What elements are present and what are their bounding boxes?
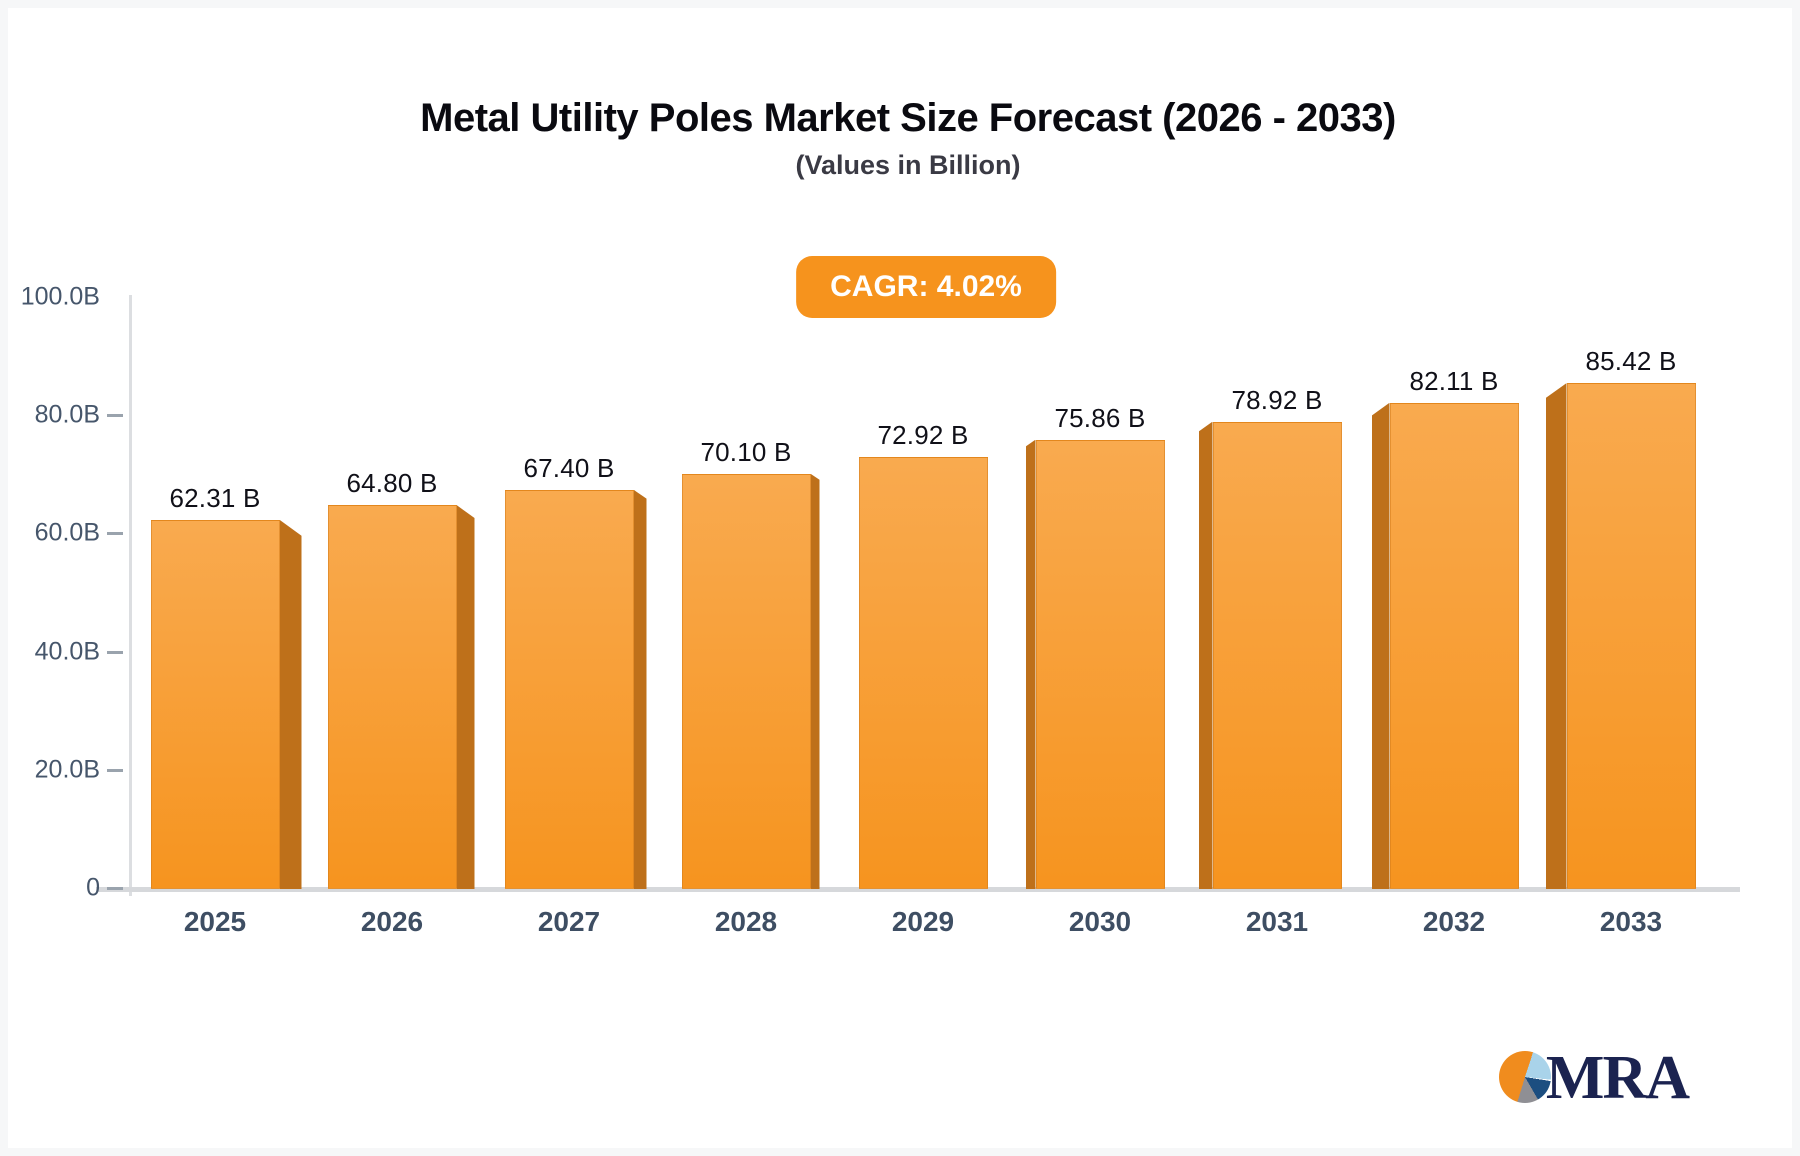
y-tick-mark	[107, 887, 123, 890]
y-tick-label: 20.0B	[34, 755, 100, 784]
bar-value-label: 78.92 B	[1231, 384, 1323, 415]
y-tick-label: 0	[86, 873, 100, 902]
x-tick-label-2027: 2027	[537, 906, 601, 937]
bar-2025	[150, 519, 280, 889]
bar-2033	[1566, 383, 1696, 889]
chart-subtitle: (Values in Billion)	[795, 150, 1021, 180]
y-tick-label: 60.0B	[34, 518, 100, 547]
x-tick-label-2030: 2030	[1068, 906, 1132, 937]
bar-2028	[681, 473, 811, 889]
x-tick-label-2026: 2026	[360, 906, 424, 937]
bar-2030	[1035, 439, 1165, 889]
bar-2027	[504, 489, 634, 889]
cagr-badge: CAGR: 4.02%	[796, 256, 1056, 318]
bar-2031	[1212, 421, 1342, 889]
y-tick-mark	[107, 414, 123, 418]
y-tick-label: 80.0B	[34, 400, 100, 429]
bar-side-face	[279, 519, 302, 889]
logo-text: MRA	[1545, 1044, 1690, 1113]
y-tick-mark	[107, 650, 123, 654]
bar-value-label: 64.80 B	[346, 468, 438, 499]
bar-2032	[1389, 402, 1519, 889]
plot-area: 100.0B 80.0B 60.0B 40.0B 20.0B 0 62.31 B 64.80…	[8, 8, 1792, 1148]
bar-side-face	[1198, 421, 1213, 889]
brand-logo: MRA	[1498, 1044, 1690, 1113]
x-tick-label-2029: 2029	[891, 906, 955, 937]
pie-chart-icon	[1498, 1051, 1551, 1103]
chart-canvas: Metal Utility Poles Market Size Forecast…	[8, 8, 1792, 1148]
bar-2029	[858, 457, 988, 889]
bar-value-label: 70.10 B	[700, 436, 792, 467]
bar-value-label: 85.42 B	[1585, 346, 1677, 377]
y-tick-mark	[107, 768, 123, 772]
bar-side-face	[1025, 439, 1036, 889]
bar-side-face	[1545, 383, 1567, 889]
bar-side-face	[810, 473, 820, 889]
y-tick-label: 100.0B	[20, 282, 100, 311]
x-tick-label-2033: 2033	[1599, 906, 1663, 937]
bar-value-label: 72.92 B	[877, 420, 969, 451]
chart-title: Metal Utility Poles Market Size Forecast…	[420, 96, 1396, 140]
bar-side-face	[1371, 402, 1390, 889]
x-tick-label-2031: 2031	[1245, 906, 1309, 937]
y-tick-label: 40.0B	[34, 637, 100, 666]
x-axis-line	[96, 887, 1740, 892]
bar-value-label: 82.11 B	[1409, 365, 1499, 396]
bar-2026	[327, 505, 457, 889]
bar-side-face	[456, 505, 475, 889]
y-axis-line	[129, 295, 132, 896]
x-tick-label-2028: 2028	[714, 906, 778, 937]
x-tick-label-2025: 2025	[183, 906, 247, 937]
y-tick-mark	[107, 532, 123, 536]
bar-value-label: 62.31 B	[169, 482, 261, 513]
bar-value-label: 75.86 B	[1054, 402, 1146, 433]
bar-value-label: 67.40 B	[523, 452, 615, 483]
bar-side-face	[633, 489, 647, 889]
x-tick-label-2032: 2032	[1422, 906, 1486, 937]
